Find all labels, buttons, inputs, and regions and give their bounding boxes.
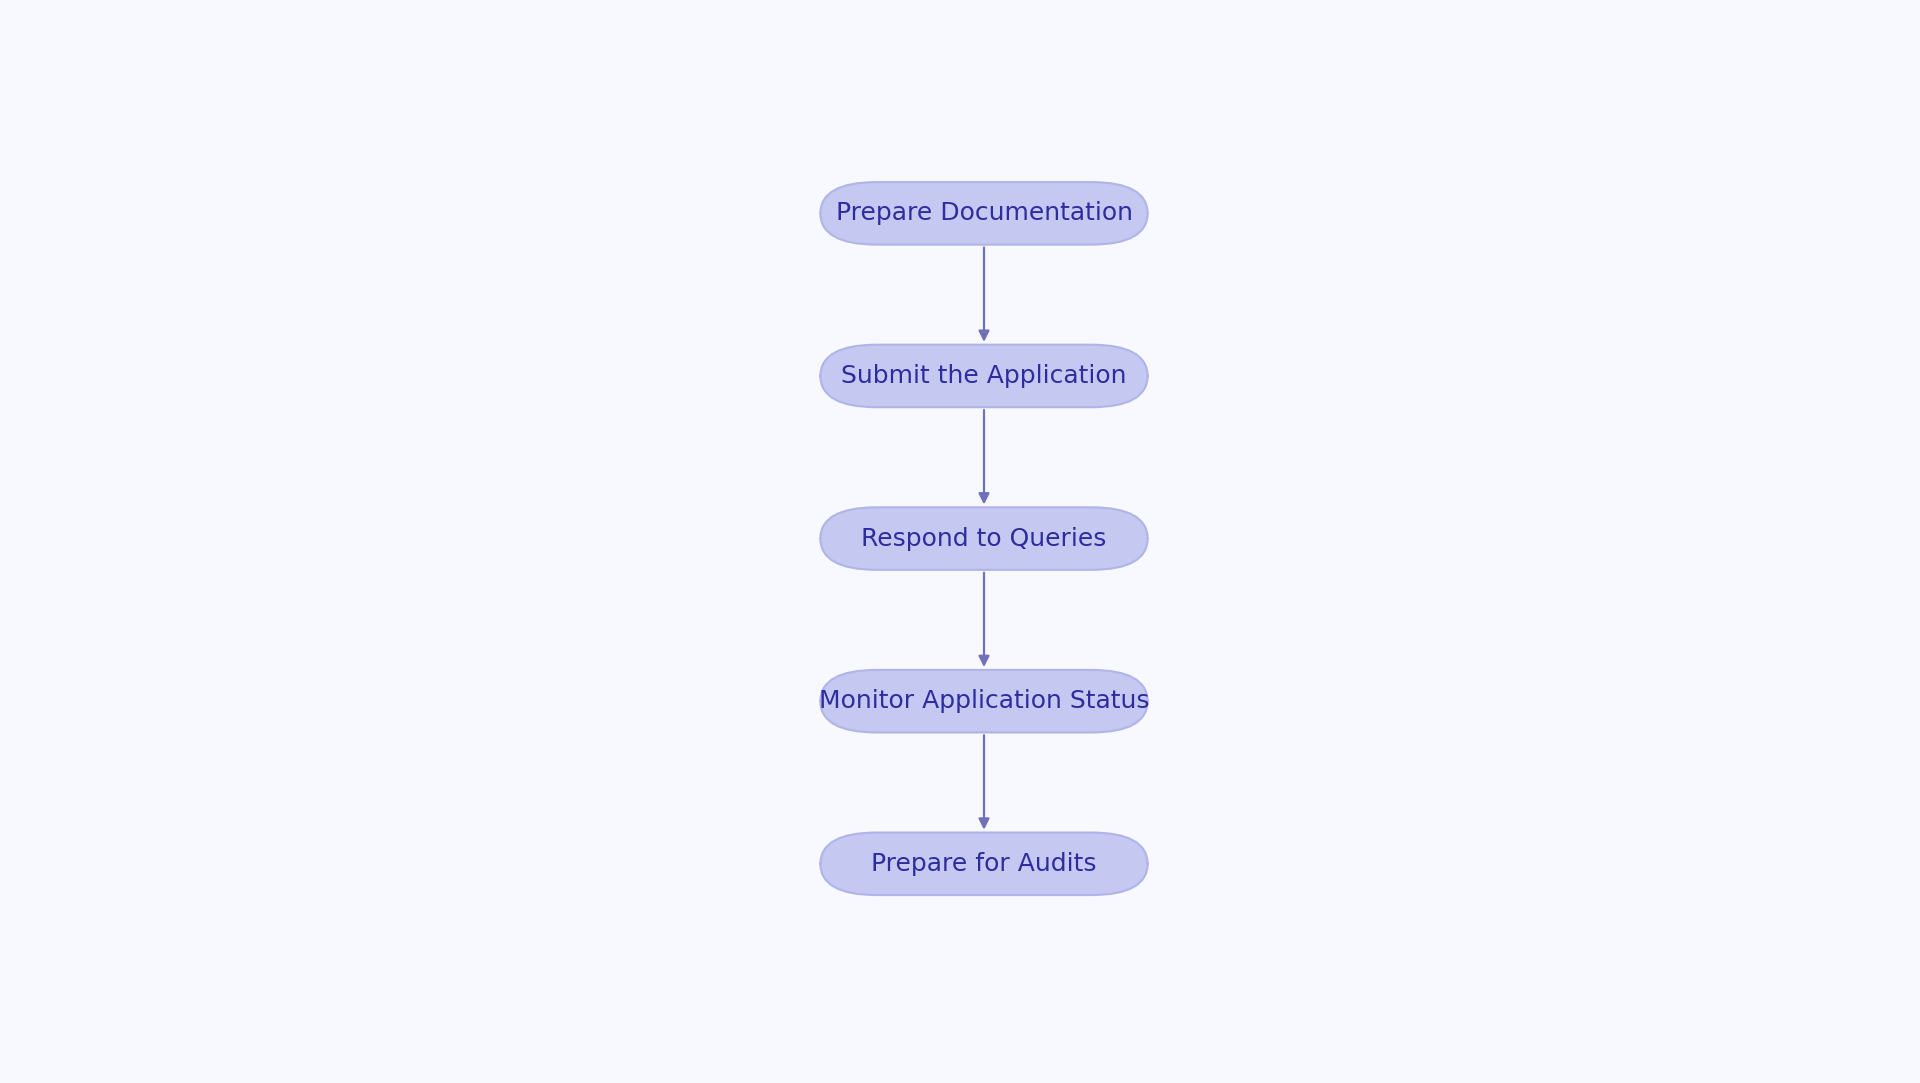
FancyBboxPatch shape [820,507,1148,570]
Text: Prepare Documentation: Prepare Documentation [835,201,1133,225]
FancyBboxPatch shape [820,833,1148,895]
Text: Submit the Application: Submit the Application [841,364,1127,388]
Text: Respond to Queries: Respond to Queries [862,526,1106,550]
Text: Prepare for Audits: Prepare for Audits [872,852,1096,876]
Text: Monitor Application Status: Monitor Application Status [818,689,1150,714]
FancyBboxPatch shape [820,182,1148,245]
FancyBboxPatch shape [820,670,1148,732]
FancyBboxPatch shape [820,344,1148,407]
